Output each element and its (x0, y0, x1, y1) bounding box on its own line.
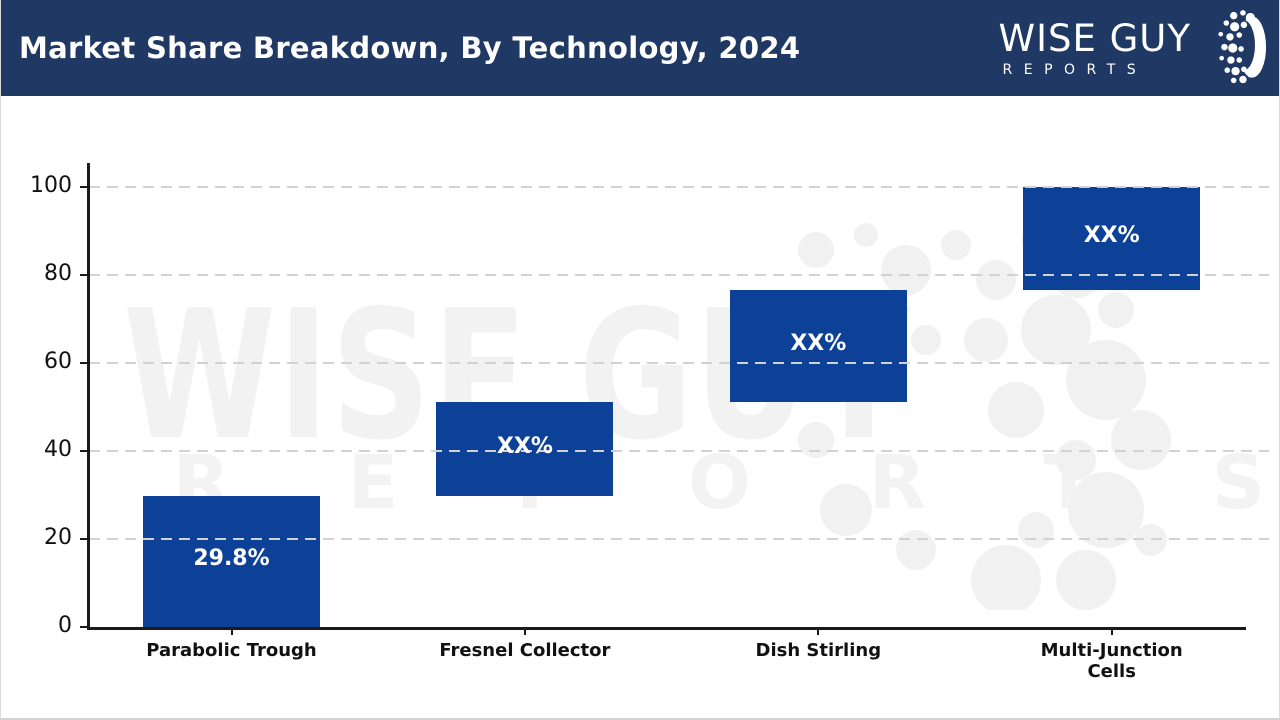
logo-text: WISE GUY REPORTS (999, 20, 1191, 77)
y-tick-mark (80, 274, 89, 276)
wise-guy-reports-logo: WISE GUY REPORTS (999, 6, 1279, 90)
logo-wordmark: WISE GUY (998, 16, 1191, 60)
bar-segment (1023, 187, 1201, 290)
bar-value-label: XX% (496, 434, 553, 460)
logo-subtext: REPORTS (1002, 61, 1148, 78)
watermark-dots-face (798, 223, 1171, 610)
x-category-label: Dish Stirling (755, 640, 882, 661)
logo-face-icon (1218, 10, 1267, 84)
y-tick-label: 40 (44, 437, 72, 462)
x-tick-mark (1110, 627, 1113, 635)
x-tick-mark (523, 627, 526, 635)
x-category-label: Multi-Junction Cells (1040, 640, 1183, 683)
y-gridline (89, 538, 1269, 540)
bar-segment (729, 289, 907, 403)
y-tick-mark (80, 626, 89, 628)
y-axis-line (87, 163, 90, 630)
bar-segment (436, 402, 614, 496)
bar-segment (143, 495, 320, 627)
y-tick-mark (80, 186, 89, 188)
x-category-label: Fresnel Collector (439, 640, 611, 661)
bar-value-label: 29.8% (193, 546, 270, 572)
y-gridline (89, 186, 1269, 188)
x-axis-line (87, 627, 1246, 630)
bar-value-label: XX% (1083, 223, 1140, 249)
y-tick-mark (80, 362, 89, 364)
x-category-label: Parabolic Trough (146, 640, 317, 661)
y-tick-mark (80, 538, 89, 540)
y-gridline (89, 274, 1269, 276)
y-gridline (89, 362, 1269, 364)
x-tick-mark (817, 627, 820, 635)
y-gridline (89, 450, 1269, 452)
page-title: Market Share Breakdown, By Technology, 2… (19, 31, 801, 65)
y-tick-label: 100 (30, 173, 72, 198)
y-tick-label: 80 (44, 261, 72, 286)
y-tick-label: 0 (58, 613, 72, 638)
x-tick-mark (230, 627, 233, 635)
header-band: Market Share Breakdown, By Technology, 2… (1, 0, 1279, 96)
y-tick-mark (80, 450, 89, 452)
y-tick-label: 20 (44, 525, 72, 550)
bar-value-label: XX% (790, 331, 847, 357)
y-tick-label: 60 (44, 349, 72, 374)
